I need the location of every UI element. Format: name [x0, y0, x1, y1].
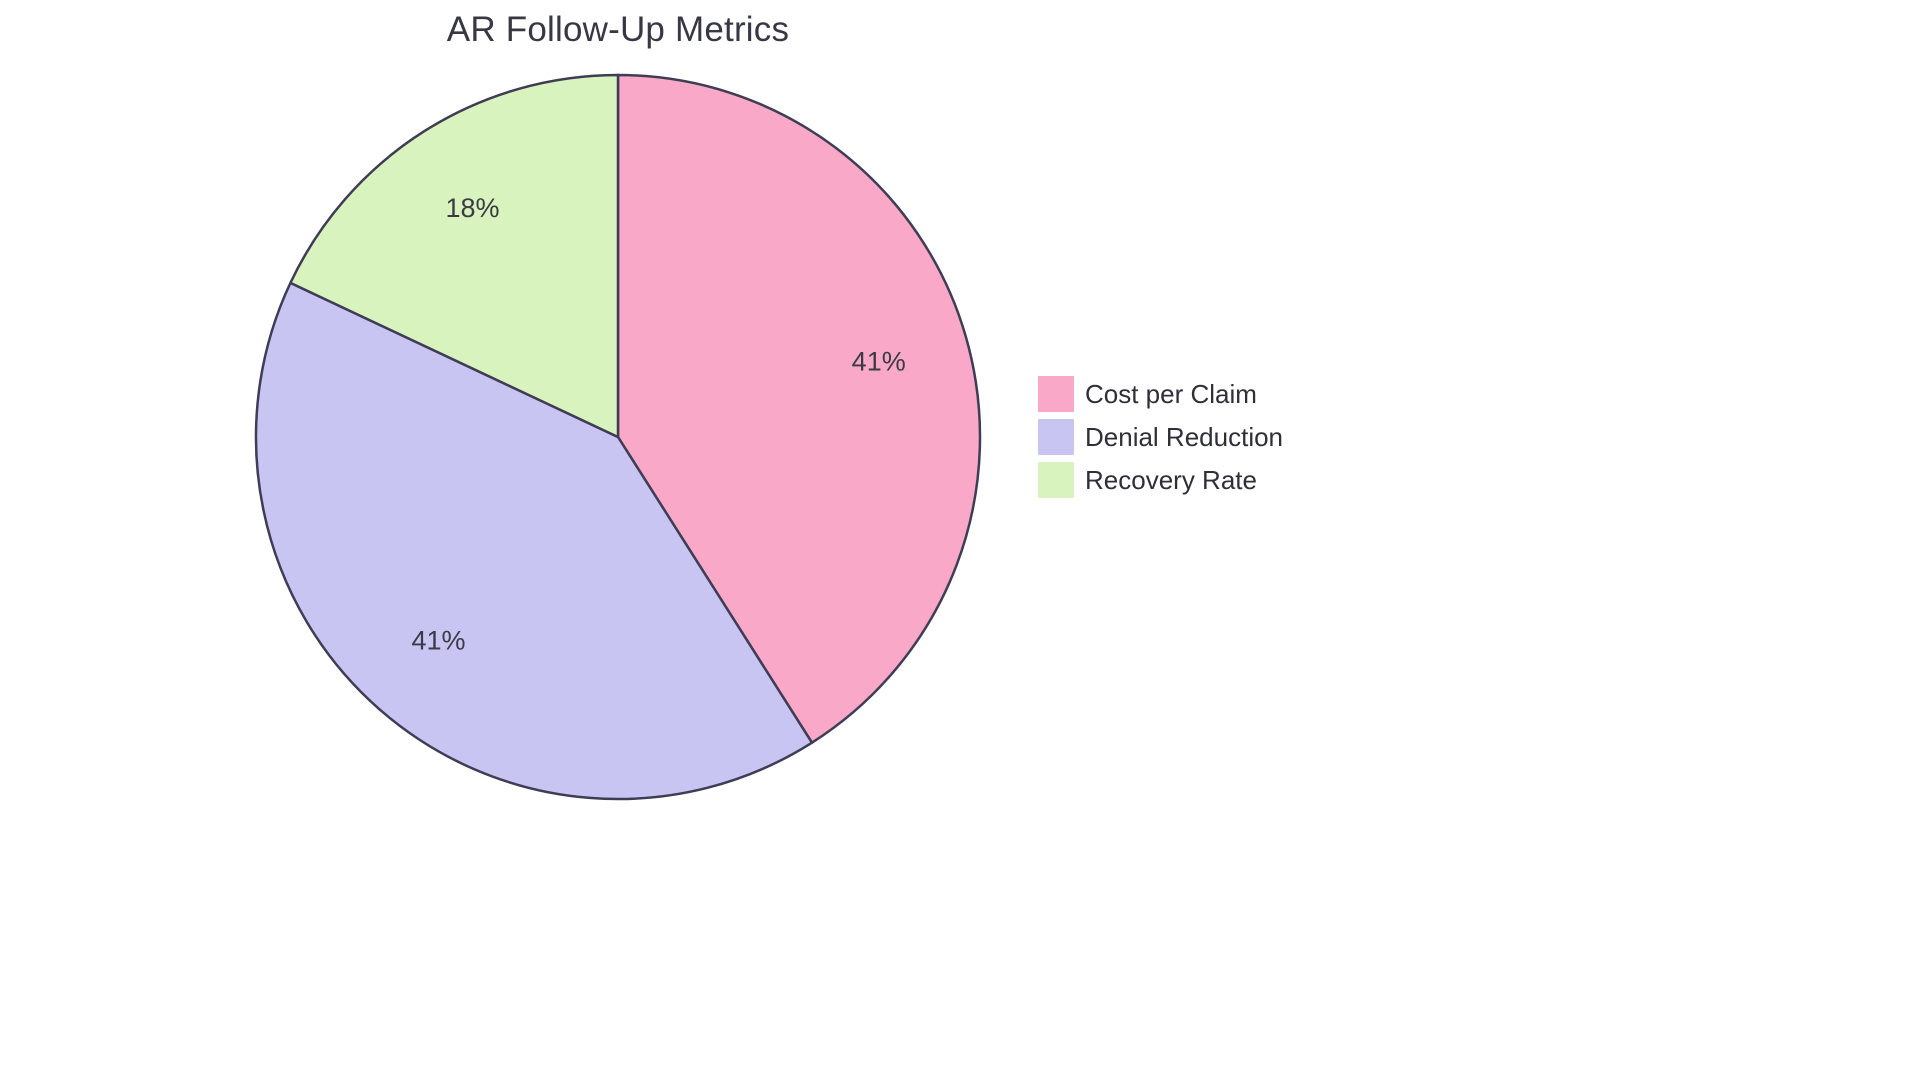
pie-slice-2 [289, 73, 620, 439]
legend-item-cost-per-claim: Cost per Claim [1038, 376, 1283, 412]
legend-label: Denial Reduction [1085, 421, 1284, 452]
pie-slice-0 [616, 73, 982, 744]
legend-swatch-icon [1038, 462, 1074, 498]
slice-percentage-label: 18% [445, 193, 499, 223]
legend-swatch-icon [1038, 419, 1074, 455]
slice-percentage-label: 41% [852, 346, 906, 376]
slice-percentage-label: 41% [411, 626, 465, 656]
legend-label: Cost per Claim [1085, 378, 1257, 409]
legend-label: Recovery Rate [1085, 464, 1257, 495]
pie-slice-1 [254, 281, 814, 801]
legend: Cost per Claim Denial Reduction Recovery… [1038, 376, 1283, 498]
legend-item-denial-reduction: Denial Reduction [1038, 419, 1283, 455]
legend-swatch-icon [1038, 376, 1074, 412]
chart-title: AR Follow-Up Metrics [446, 10, 790, 49]
legend-item-recovery-rate: Recovery Rate [1038, 462, 1283, 498]
